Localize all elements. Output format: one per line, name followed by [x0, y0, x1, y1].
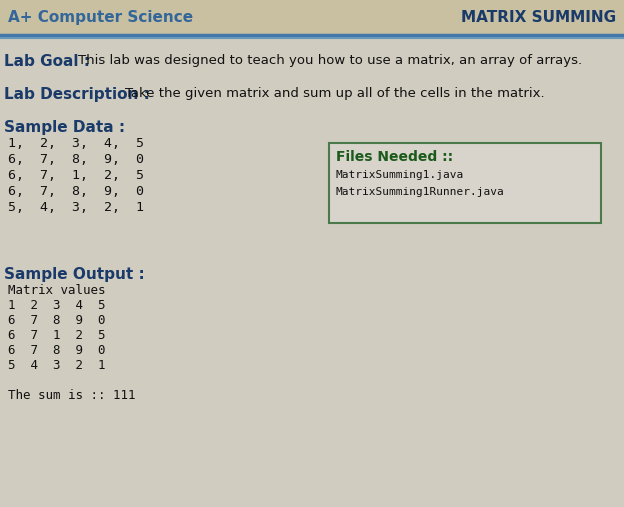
Text: 5,  4,  3,  2,  1: 5, 4, 3, 2, 1 [8, 201, 144, 214]
Text: MatrixSumming1.java: MatrixSumming1.java [336, 170, 464, 180]
Text: Files Needed ::: Files Needed :: [336, 150, 453, 164]
Text: Sample Data :: Sample Data : [4, 120, 125, 135]
Text: MATRIX SUMMING: MATRIX SUMMING [461, 10, 616, 25]
Text: 6  7  1  2  5: 6 7 1 2 5 [8, 329, 105, 342]
Text: 6  7  8  9  0: 6 7 8 9 0 [8, 314, 105, 327]
Text: 6,  7,  1,  2,  5: 6, 7, 1, 2, 5 [8, 169, 144, 182]
Text: Take the given matrix and sum up all of the cells in the matrix.: Take the given matrix and sum up all of … [125, 87, 545, 100]
FancyBboxPatch shape [329, 143, 601, 223]
Text: The sum is :: 111: The sum is :: 111 [8, 389, 135, 402]
Text: Lab Description :: Lab Description : [4, 87, 150, 102]
Text: Lab Goal :: Lab Goal : [4, 54, 90, 69]
Text: 6  7  8  9  0: 6 7 8 9 0 [8, 344, 105, 357]
Text: This lab was designed to teach you how to use a matrix, an array of arrays.: This lab was designed to teach you how t… [78, 54, 582, 67]
Text: 6,  7,  8,  9,  0: 6, 7, 8, 9, 0 [8, 153, 144, 166]
Text: A+ Computer Science: A+ Computer Science [8, 10, 193, 25]
Text: 1,  2,  3,  4,  5: 1, 2, 3, 4, 5 [8, 137, 144, 150]
Text: 5  4  3  2  1: 5 4 3 2 1 [8, 359, 105, 372]
Text: 1  2  3  4  5: 1 2 3 4 5 [8, 299, 105, 312]
Text: Sample Output :: Sample Output : [4, 267, 145, 282]
Text: Matrix values: Matrix values [8, 284, 105, 297]
Text: MatrixSumming1Runner.java: MatrixSumming1Runner.java [336, 187, 505, 197]
Text: 6,  7,  8,  9,  0: 6, 7, 8, 9, 0 [8, 185, 144, 198]
Bar [0, 0, 624, 35]
